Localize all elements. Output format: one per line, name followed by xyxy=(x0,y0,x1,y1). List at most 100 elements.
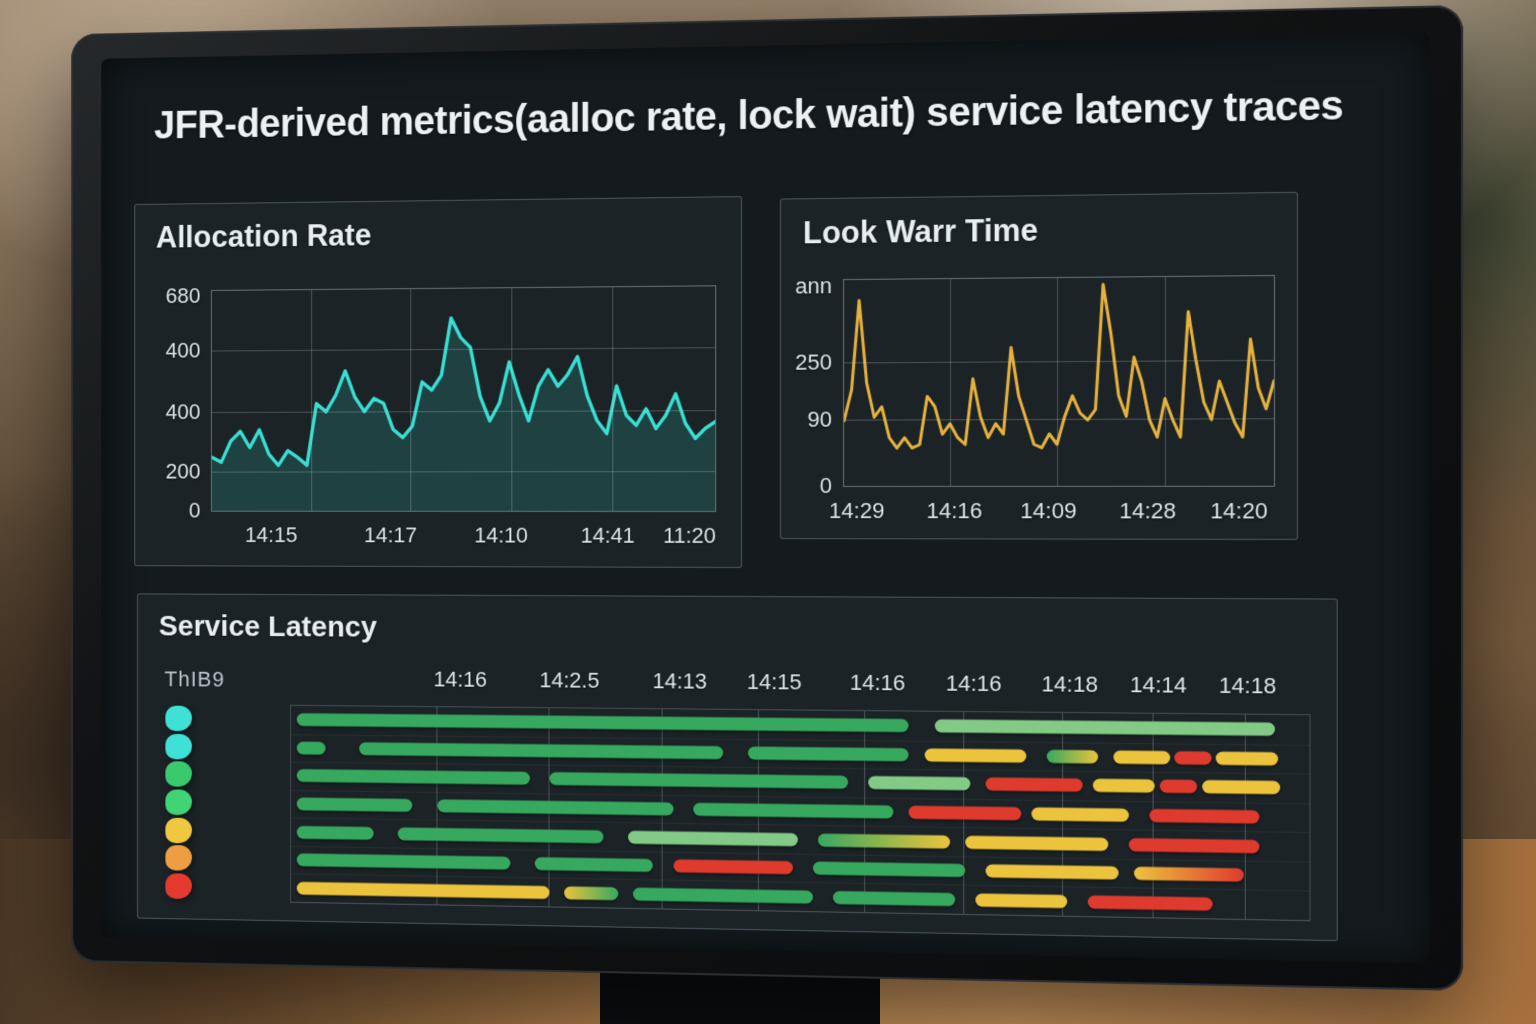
trace-bar xyxy=(868,776,971,791)
latency-time-label: 14:16 xyxy=(849,669,906,696)
monitor-screen: JFR-derived metrics(aalloc rate, lock wa… xyxy=(101,32,1430,964)
trace-bar xyxy=(437,799,674,816)
x-axis-label: 14:17 xyxy=(363,522,418,548)
allocation-rate-title: Allocation Rate xyxy=(155,217,372,255)
trace-bar xyxy=(1149,808,1260,824)
x-axis-label: 14:10 xyxy=(474,522,528,548)
trace-bar xyxy=(359,742,723,760)
allocation-rate-line xyxy=(211,286,716,511)
y-axis-label: 200 xyxy=(165,458,201,483)
trace-bar xyxy=(818,833,950,849)
trace-bar xyxy=(1201,780,1281,795)
y-axis-label: 0 xyxy=(819,472,832,498)
lock-wait-title: Look Warr Time xyxy=(802,212,1039,251)
y-axis-label: 400 xyxy=(165,337,201,363)
trace-bar xyxy=(1087,895,1213,911)
trace-bar xyxy=(1031,807,1130,822)
trace-bar xyxy=(692,802,894,819)
trace-bar xyxy=(534,857,654,873)
trace-bar xyxy=(924,748,1027,763)
panel-service-latency: Service Latency ThIB9 14:16 14:2.5 14:13 14… xyxy=(137,593,1338,942)
latency-time-axis: 14:16 14:2.5 14:13 14:15 14:16 14:16 14:18 14:1… xyxy=(319,666,1311,700)
row-status-dot xyxy=(165,733,192,760)
service-latency-title: Service Latency xyxy=(158,610,377,644)
trace-bar xyxy=(1129,837,1260,853)
row-status-dot xyxy=(165,705,192,732)
grid-line xyxy=(950,279,952,486)
x-axis-label: 14:09 xyxy=(1020,498,1077,524)
trace-bar xyxy=(296,853,511,870)
trace-bar xyxy=(1160,779,1197,794)
grid-line xyxy=(310,290,312,511)
x-axis-label: 14:15 xyxy=(244,522,298,548)
trace-bar xyxy=(1113,750,1171,765)
trace-bar xyxy=(296,713,910,733)
y-axis-label: 680 xyxy=(165,282,201,308)
y-axis-label: 0 xyxy=(188,498,201,523)
x-axis-label: 14:16 xyxy=(926,498,983,524)
trace-bar xyxy=(673,859,793,875)
lock-wait-chart: ann 250 90 0 14:29 14:16 14:09 14:28 14:20 xyxy=(795,273,1275,524)
trace-bar xyxy=(296,741,326,755)
trace-bar xyxy=(1215,751,1279,766)
grid-line xyxy=(511,288,513,511)
x-axis-label: 14:29 xyxy=(829,498,885,524)
latency-time-label: 14:18 xyxy=(1218,672,1277,699)
trace-bar xyxy=(296,797,413,812)
grid-line xyxy=(410,289,412,511)
latency-time-label: 14:16 xyxy=(945,670,1002,697)
latency-trace-area xyxy=(165,704,1311,922)
y-axis-label: 400 xyxy=(165,399,201,424)
trace-bar xyxy=(909,805,1022,821)
monitor-frame: JFR-derived metrics(aalloc rate, lock wa… xyxy=(71,5,1464,991)
y-axis-label: 250 xyxy=(795,349,832,375)
latency-time-label: 14:2.5 xyxy=(539,667,600,693)
trace-bar xyxy=(975,893,1068,908)
trace-bar xyxy=(564,886,619,900)
trace-bar xyxy=(934,719,1275,737)
trace-bar xyxy=(549,772,849,790)
x-axis-label: 11:20 xyxy=(663,522,716,548)
grid-line xyxy=(1164,277,1167,486)
panel-lock-wait-time: Look Warr Time ann 250 90 0 14:29 14:16 14:09 1… xyxy=(779,191,1298,540)
latency-time-label: 14:18 xyxy=(1041,671,1098,698)
latency-time-label: 14:14 xyxy=(1129,671,1187,698)
trace-bar xyxy=(747,746,909,762)
row-status-dot xyxy=(165,845,192,871)
trace-bar xyxy=(398,826,604,843)
row-status-dot xyxy=(165,817,192,843)
row-status-dot xyxy=(165,789,192,816)
trace-bar xyxy=(985,864,1119,880)
row-status-dot xyxy=(165,872,192,899)
allocation-rate-chart: 680 400 400 200 0 14:15 14:17 14:10 14:41 11:20 xyxy=(166,283,717,548)
trace-bar xyxy=(813,861,965,878)
x-axis-label: 14:41 xyxy=(580,522,635,548)
grid-line xyxy=(612,287,614,511)
trace-bar xyxy=(296,881,550,899)
panel-allocation-rate: Allocation Rate 680 400 400 200 0 14:15 14:17 1… xyxy=(134,196,743,568)
row-status-dot xyxy=(165,761,192,788)
latency-time-label: 14:13 xyxy=(652,668,707,694)
trace-bar xyxy=(833,890,955,906)
x-axis-label: 14:20 xyxy=(1210,498,1268,524)
trace-bar xyxy=(964,835,1109,851)
latency-corner-label: ThIB9 xyxy=(164,666,225,692)
latency-time-label: 14:15 xyxy=(746,669,802,695)
grid-line xyxy=(1057,278,1059,486)
trace-bar xyxy=(633,887,814,904)
y-axis-label: 90 xyxy=(807,407,832,433)
x-axis-label: 14:28 xyxy=(1119,498,1177,524)
latency-time-label: 14:16 xyxy=(433,666,488,692)
trace-bar xyxy=(1173,750,1212,765)
trace-bar xyxy=(628,830,798,846)
page-title: JFR-derived metrics(aalloc rate, lock wa… xyxy=(154,83,1344,148)
y-axis-label: ann xyxy=(795,273,832,299)
trace-bar xyxy=(296,769,530,786)
trace-bar xyxy=(296,825,374,840)
trace-bar xyxy=(985,777,1083,793)
lock-wait-line xyxy=(844,276,1274,486)
trace-bar xyxy=(1134,866,1244,882)
trace-bar xyxy=(1093,779,1156,794)
trace-bar xyxy=(1046,749,1099,764)
